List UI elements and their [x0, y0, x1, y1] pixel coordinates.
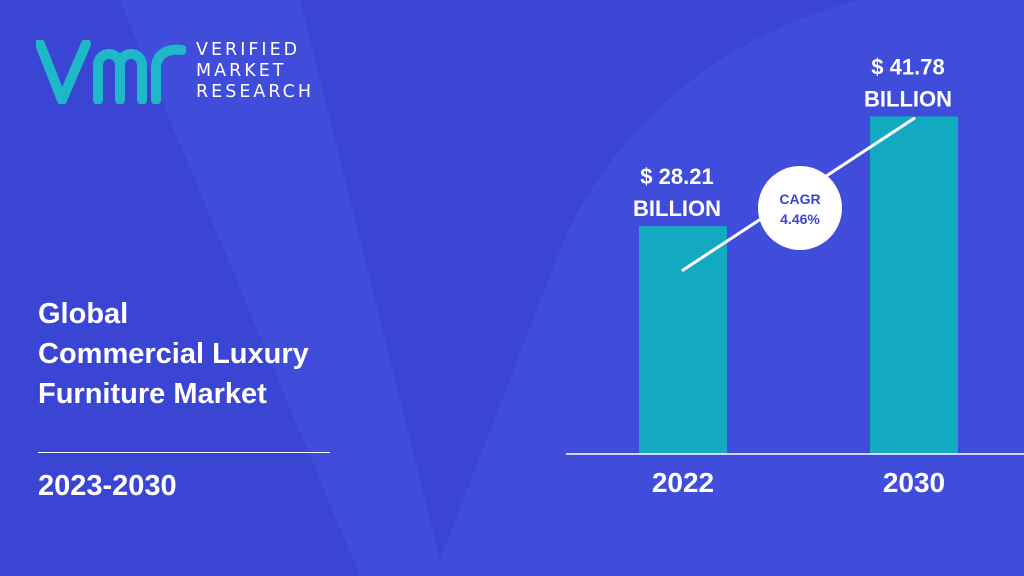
- bar-value-labels: $ 28.21 BILLION $ 41.78 BILLION: [633, 54, 952, 221]
- title-line-1: Global: [38, 298, 129, 330]
- x-tick-label-2030: 2030: [883, 467, 945, 498]
- vmr-logo-icon: [36, 40, 186, 104]
- cagr-badge: CAGR 4.46%: [758, 166, 842, 250]
- value-label-2022-line-1: $ 28.21: [640, 164, 713, 189]
- cagr-label-line-2: 4.46%: [780, 211, 820, 227]
- x-axis-tick-labels: 2022 2030: [652, 467, 945, 498]
- value-label-2030-line-1: $ 41.78: [871, 54, 944, 79]
- cagr-badge-circle: [758, 166, 842, 250]
- title-line-3: Furniture Market: [38, 378, 267, 410]
- bar-2030: [870, 116, 958, 454]
- x-tick-label-2022: 2022: [652, 467, 714, 498]
- brand-logo: VERIFIED MARKET RESEARCH: [36, 40, 326, 110]
- brand-line-market: MARKET: [196, 61, 287, 81]
- title-divider: [38, 452, 330, 453]
- bar-2022: [639, 226, 727, 454]
- forecast-period: 2023-2030: [38, 470, 177, 502]
- title-line-2: Commercial Luxury: [38, 338, 309, 370]
- report-title: Global Commercial Luxury Furniture Marke…: [38, 294, 438, 414]
- brand-line-research: RESEARCH: [196, 82, 315, 102]
- value-label-2030-line-2: BILLION: [864, 86, 952, 111]
- brand-line-verified: VERIFIED: [196, 40, 301, 60]
- brand-wordmark: VERIFIED MARKET RESEARCH: [196, 40, 314, 103]
- cagr-label-line-1: CAGR: [779, 191, 820, 207]
- value-label-2022-line-2: BILLION: [633, 196, 721, 221]
- bar-series: [639, 116, 958, 454]
